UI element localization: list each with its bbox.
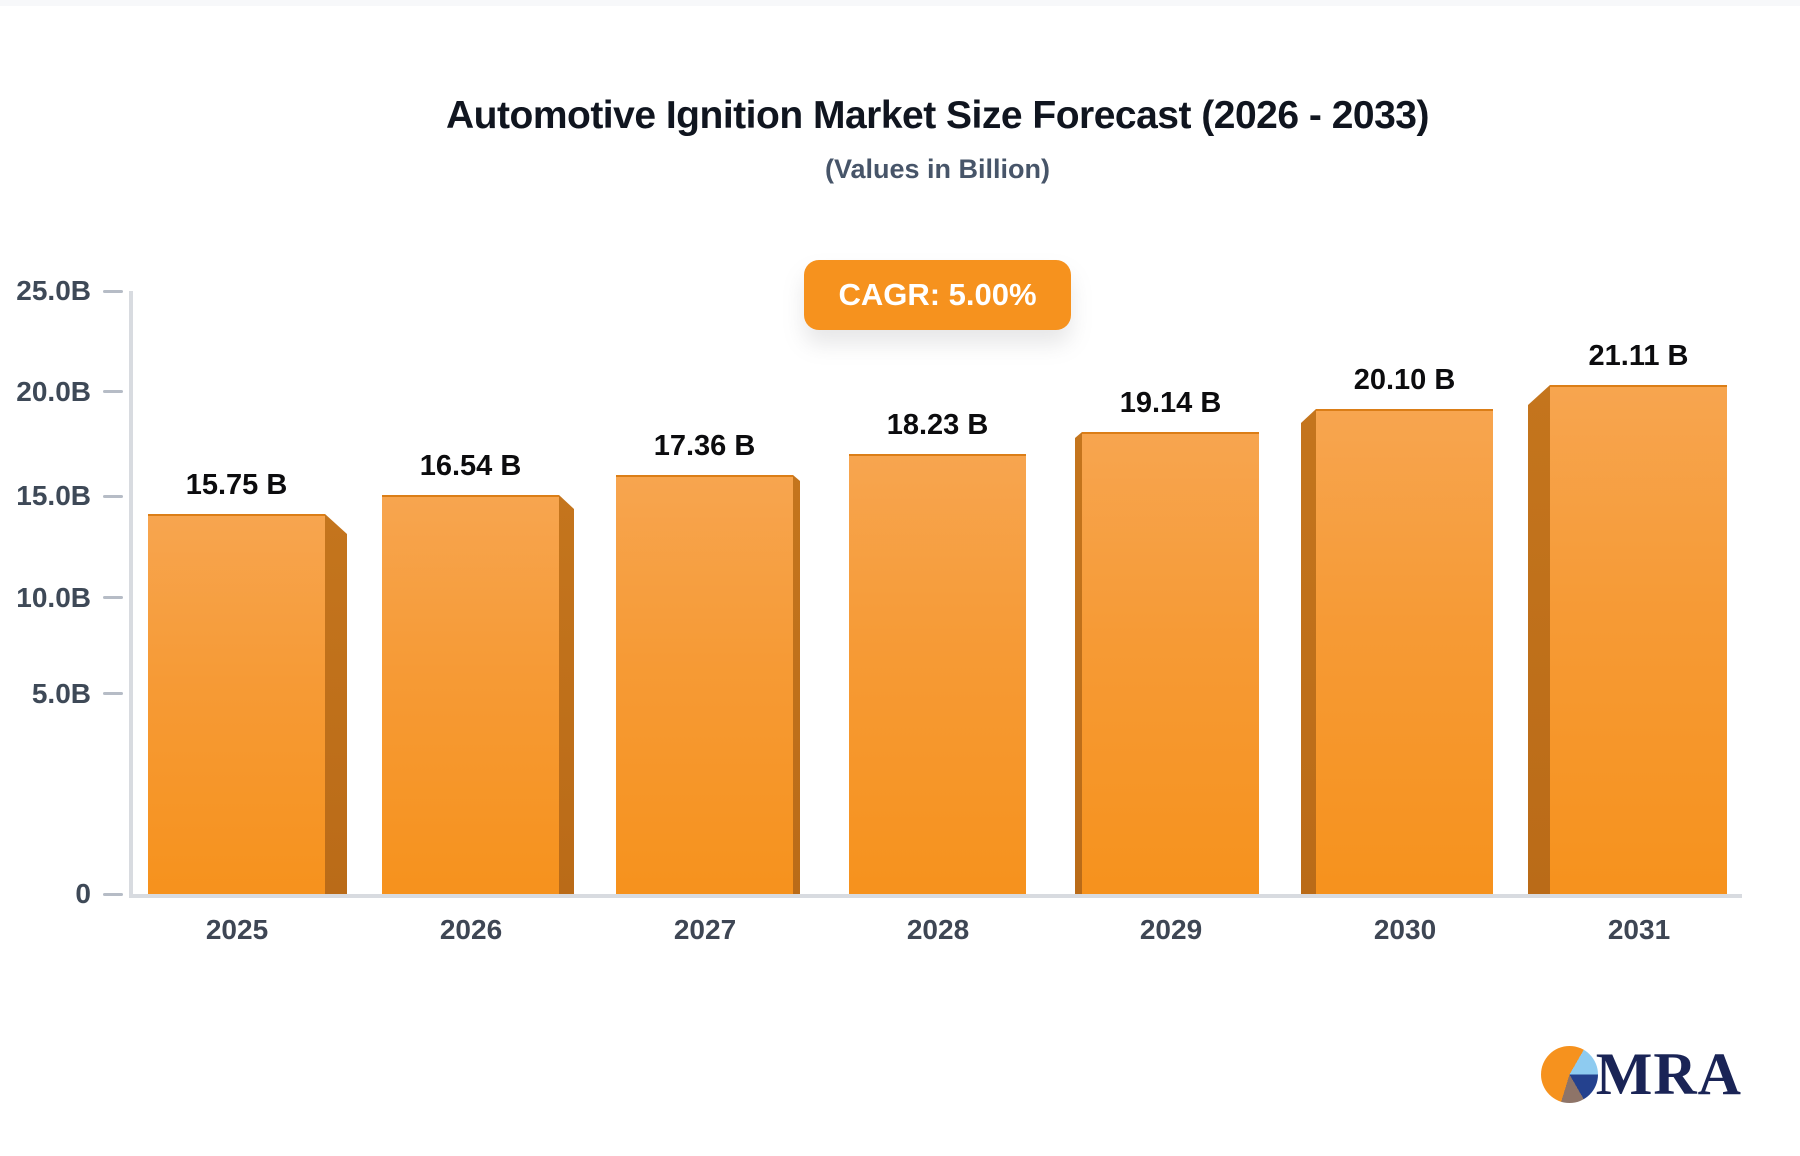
- cagr-badge: CAGR: 5.00%: [804, 260, 1071, 330]
- chart-header: Automotive Ignition Market Size Forecast…: [133, 94, 1742, 185]
- y-axis-tick: 0: [11, 878, 133, 910]
- brand-logo: MRA: [1540, 1041, 1742, 1107]
- y-axis-line: [129, 291, 133, 894]
- bar-face: [382, 495, 559, 894]
- bar: 19.14 B: [1075, 387, 1259, 894]
- bar-value-label: 21.11 B: [1588, 340, 1689, 372]
- y-axis-tick-label: 20.0B: [16, 375, 91, 407]
- bar-face: [148, 514, 325, 894]
- x-axis-label: 2031: [1607, 914, 1671, 945]
- bar: 20.10 B: [1301, 364, 1493, 894]
- bar: 15.75 B: [148, 469, 347, 894]
- bar: 18.23 B: [849, 409, 1026, 894]
- y-axis-tick-label: 10.0B: [16, 581, 91, 613]
- bar: 17.36 B: [616, 430, 800, 894]
- y-axis-tick: 15.0B: [11, 480, 133, 512]
- y-axis-tick: 10.0B: [11, 582, 133, 614]
- bar-value-label: 17.36 B: [653, 430, 756, 462]
- bar-side: [325, 514, 347, 894]
- cagr-badge-row: CAGR: 5.00%: [133, 260, 1742, 330]
- chart-title: Automotive Ignition Market Size Forecast…: [446, 94, 1429, 137]
- bar-face: [1082, 432, 1259, 894]
- y-axis-tick-label: 5.0B: [31, 677, 91, 709]
- x-axis-label: 2028: [906, 914, 970, 945]
- x-axis-label: 2030: [1373, 914, 1437, 945]
- y-axis-tick: 20.0B: [11, 376, 133, 408]
- bar-value-label: 15.75 B: [185, 469, 288, 501]
- tick-dash: [103, 596, 123, 600]
- y-axis-tick: 5.0B: [11, 678, 133, 710]
- y-axis-tick-label: 25.0B: [16, 275, 91, 306]
- tick-dash: [103, 390, 123, 394]
- bar-face: [849, 454, 1026, 894]
- tick-dash: [103, 494, 123, 498]
- chart-subtitle: (Values in Billion): [824, 154, 1051, 184]
- bar-side: [793, 475, 800, 894]
- tick-dash: [103, 692, 123, 696]
- brand-logo-text: MRA: [1595, 1041, 1742, 1107]
- tick-dash: [103, 289, 123, 293]
- bar: 21.11 B: [1528, 340, 1727, 894]
- bar: 16.54 B: [382, 450, 574, 894]
- y-axis-tick-label: 0: [75, 878, 91, 909]
- pie-chart-icon: [1540, 1045, 1598, 1103]
- bar-value-label: 16.54 B: [419, 450, 522, 482]
- bar-face: [1550, 385, 1727, 894]
- bar-face: [1316, 409, 1493, 894]
- bar-value-label: 20.10 B: [1353, 364, 1456, 396]
- bar-side: [1075, 432, 1082, 894]
- bar-side: [559, 495, 574, 894]
- x-axis-label: 2025: [205, 914, 269, 945]
- tick-dash: [103, 892, 123, 896]
- bar-side: [1301, 409, 1316, 894]
- bar-value-label: 19.14 B: [1119, 387, 1222, 419]
- y-axis-tick: 25.0B: [11, 275, 133, 307]
- plot-area: 25.0B 20.0B 15.0B 10.0B 5.0B 0 15.75 B 16.54 B…: [16, 275, 1742, 945]
- x-axis-label: 2026: [439, 914, 503, 945]
- x-axis-label: 2027: [673, 914, 737, 945]
- x-axis-baseline: [129, 894, 1742, 898]
- x-axis-label: 2029: [1139, 914, 1203, 945]
- bar-side: [1528, 385, 1550, 894]
- y-axis-tick-label: 15.0B: [16, 480, 91, 512]
- bar-face: [616, 475, 793, 894]
- bar-value-label: 18.23 B: [886, 409, 989, 441]
